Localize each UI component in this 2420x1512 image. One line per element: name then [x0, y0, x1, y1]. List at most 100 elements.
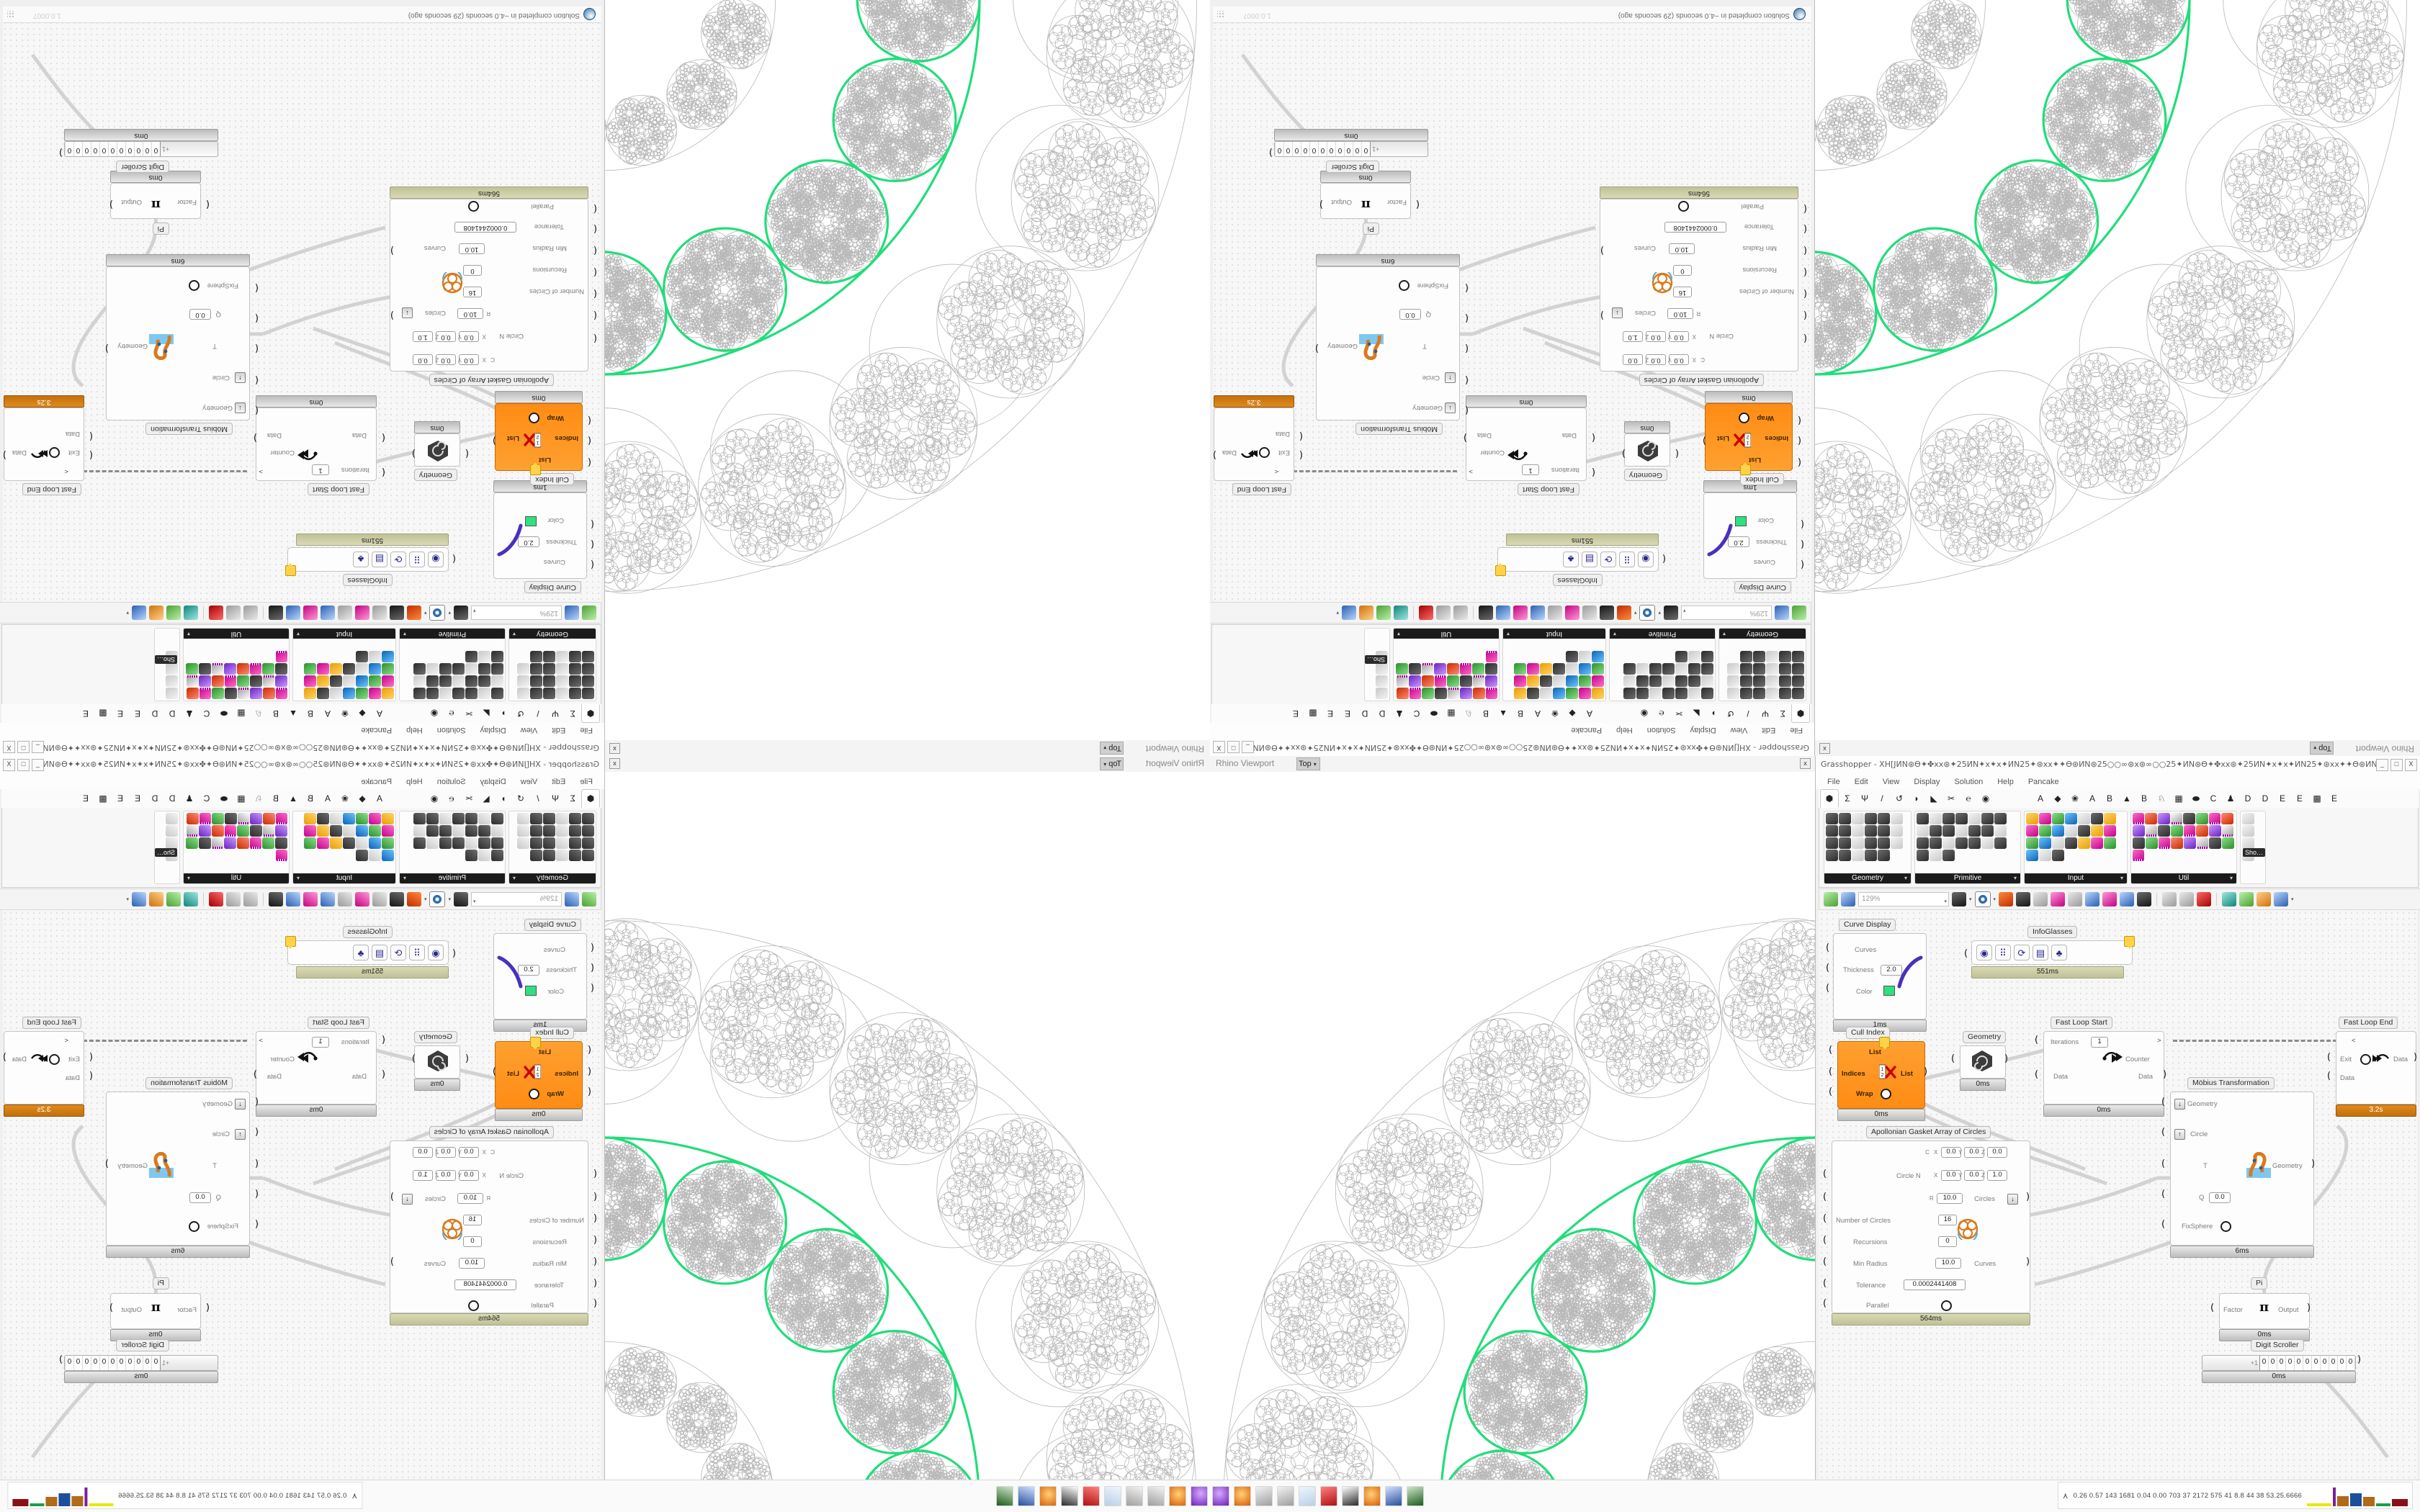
component-icon[interactable] — [1779, 663, 1791, 675]
input-port[interactable]: ( — [1826, 965, 1829, 972]
component-icon[interactable] — [491, 651, 503, 662]
close-icon[interactable]: x — [1819, 743, 1830, 754]
digit-cell[interactable]: 0 — [73, 142, 82, 156]
n-y-value[interactable]: 0.0 — [1646, 331, 1666, 342]
component-icon[interactable] — [1636, 663, 1649, 675]
component-icon[interactable] — [1878, 825, 1890, 837]
digit-cell[interactable]: 0 — [1301, 142, 1309, 156]
component-icon[interactable] — [1540, 688, 1552, 699]
close-icon[interactable]: X — [3, 741, 15, 753]
arrow-up-icon[interactable]: ↑ — [235, 1129, 246, 1140]
component-icon[interactable] — [276, 850, 287, 861]
close-icon[interactable]: x — [609, 758, 620, 769]
menu-item-file[interactable]: File — [580, 726, 593, 734]
chevron-down-icon[interactable]: ▾ — [448, 896, 451, 902]
component-icon[interactable] — [2159, 837, 2170, 849]
digit-cell[interactable]: 0 — [1309, 142, 1318, 156]
digit-cell[interactable]: 0 — [82, 1356, 91, 1370]
input-port[interactable]: ( — [382, 1071, 385, 1079]
digit-cell[interactable]: 0 — [2303, 1356, 2312, 1370]
component-icon[interactable] — [330, 825, 342, 837]
component-icon[interactable] — [1485, 675, 1497, 687]
scissors-icon[interactable] — [2137, 892, 2151, 906]
view-d-icon[interactable] — [2274, 892, 2288, 906]
glyph-button-0[interactable]: ◉ — [428, 945, 444, 960]
component-icon[interactable] — [276, 688, 287, 699]
arrow-down-icon[interactable]: ↓ — [1445, 402, 1456, 413]
q-value[interactable]: 0.0 — [189, 1192, 211, 1203]
menu-bar[interactable]: File Edit View Display Solution Help Pancake — [1816, 775, 2420, 789]
component-icon[interactable] — [517, 675, 529, 687]
preview-icon[interactable] — [429, 891, 445, 907]
component-icon[interactable] — [1891, 813, 1903, 824]
component-icon[interactable] — [166, 688, 178, 699]
component-tab-2[interactable]: Ψ — [1856, 790, 1873, 807]
component-tab-11[interactable]: ◆ — [1564, 705, 1581, 722]
component-tab-6[interactable]: ◣ — [1925, 790, 1942, 807]
component-icon[interactable] — [1766, 675, 1778, 687]
component-icon[interactable] — [262, 663, 274, 675]
rhino-canvas[interactable] — [605, 0, 1210, 740]
canvas-toolbar[interactable]: 129% ▾ ▾ ▾ ▾ — [1210, 602, 1811, 624]
c-x-value[interactable]: 0.0 — [459, 1147, 479, 1158]
component-icon[interactable] — [426, 813, 439, 824]
maximize-icon[interactable]: □ — [17, 741, 30, 753]
component-icon[interactable] — [275, 675, 287, 687]
component-icon[interactable] — [1930, 850, 1942, 861]
component-icon[interactable] — [317, 688, 329, 699]
component-tab-8[interactable]: ℮ — [443, 790, 460, 807]
component-icon[interactable] — [1434, 663, 1446, 675]
r-value[interactable]: 10.0 — [457, 308, 483, 319]
firefox-icon[interactable] — [1039, 1486, 1057, 1506]
c-y-value[interactable]: 0.0 — [436, 1147, 456, 1158]
component-icon[interactable] — [556, 813, 568, 824]
component-icon[interactable] — [1514, 688, 1526, 699]
digit-cell[interactable]: 0 — [143, 1356, 151, 1370]
ribbon-panel-overflow[interactable] — [154, 628, 180, 701]
input-port[interactable]: ( — [1823, 1215, 1827, 1223]
glyph-button-1[interactable]: ⠿ — [1619, 552, 1635, 567]
component-icon[interactable] — [1376, 663, 1388, 675]
input-port[interactable]: ( — [382, 1037, 385, 1044]
component-icon[interactable] — [2065, 813, 2077, 824]
digit-cell[interactable]: 0 — [134, 1356, 143, 1370]
chevron-down-icon[interactable]: ▾ — [187, 629, 190, 639]
component-icon[interactable] — [2052, 850, 2064, 861]
n-y-value[interactable]: 0.0 — [436, 331, 456, 342]
gha-icon[interactable] — [355, 892, 369, 906]
component-icon[interactable] — [2026, 825, 2038, 837]
component-icon[interactable] — [330, 663, 342, 675]
component-tab-1[interactable]: Σ — [564, 705, 581, 722]
component-tab-18[interactable]: ▦ — [1443, 705, 1460, 722]
output-port[interactable]: ) — [105, 1161, 109, 1168]
component-icon[interactable] — [465, 663, 478, 675]
ink-icon[interactable] — [1342, 1486, 1359, 1506]
component-icon[interactable] — [582, 825, 594, 837]
input-port[interactable]: ( — [588, 1068, 591, 1076]
glyph-button-1[interactable]: ⠿ — [1995, 945, 2011, 960]
gimp-icon[interactable] — [1191, 1486, 1208, 1506]
output-port[interactable]: ) — [109, 200, 113, 207]
input-port[interactable]: ( — [255, 344, 259, 351]
zoom-level-input[interactable]: 129% ▾ — [1858, 892, 1949, 906]
window-controls[interactable]: _ □ X — [3, 759, 44, 771]
component-icon[interactable] — [582, 850, 594, 861]
zoom-level-input[interactable]: 129% ▾ — [471, 892, 562, 906]
component-icon[interactable] — [1865, 837, 1877, 849]
shade-b-icon[interactable] — [226, 892, 241, 906]
ribbon-panel-primitive[interactable]: Primitive ▾ — [1914, 811, 2021, 884]
component-icon[interactable] — [582, 663, 594, 675]
component-icon[interactable] — [369, 825, 381, 837]
component-icon[interactable] — [439, 837, 452, 849]
component-icon[interactable] — [1579, 651, 1591, 662]
chevron-down-icon[interactable]: ▾ — [403, 873, 406, 883]
component-icon[interactable] — [478, 813, 490, 824]
output-port[interactable]: ) — [1600, 311, 1604, 318]
component-icon[interactable] — [356, 651, 368, 662]
at-icon[interactable] — [372, 892, 387, 906]
component-tab-18[interactable]: ▦ — [2170, 790, 2187, 807]
component-icon[interactable] — [556, 837, 568, 849]
output-port[interactable]: ) — [493, 1068, 496, 1076]
arrow-up-icon[interactable]: ↑ — [1445, 372, 1456, 383]
component-icon[interactable] — [317, 813, 329, 824]
